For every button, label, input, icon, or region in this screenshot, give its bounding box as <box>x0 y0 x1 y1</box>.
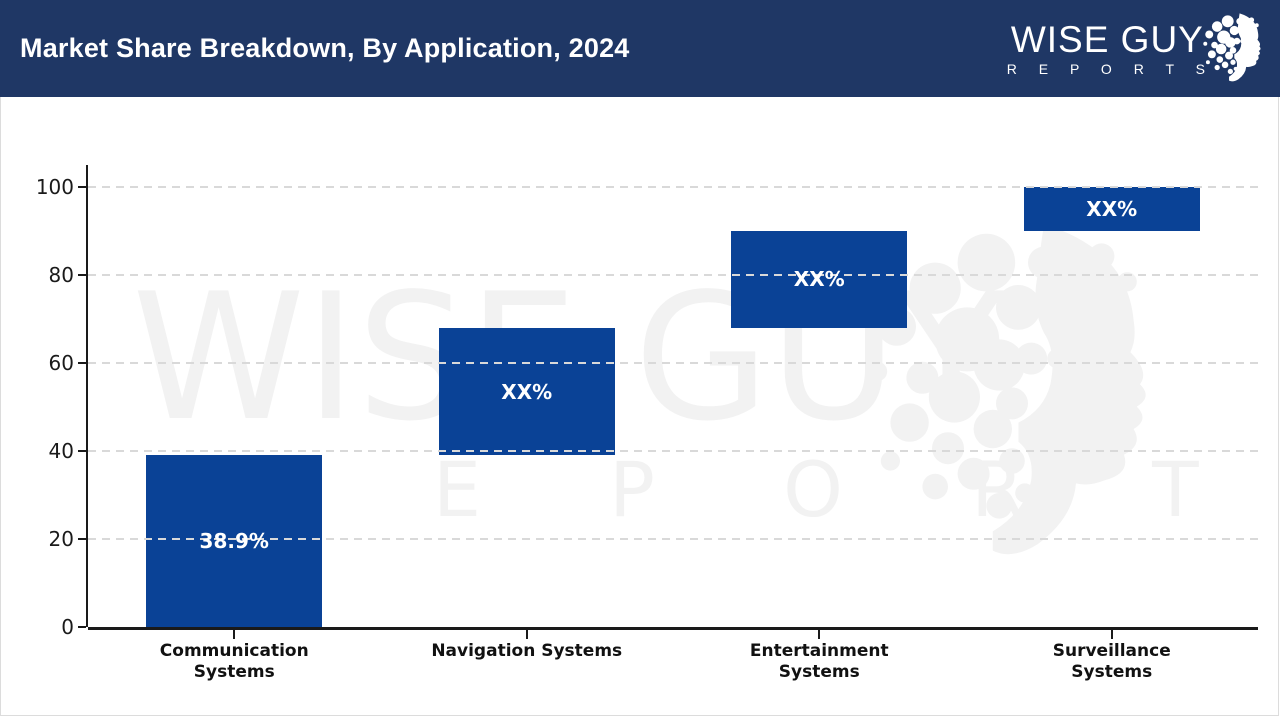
page-title: Market Share Breakdown, By Application, … <box>20 33 630 63</box>
y-tick-label-60: 60 <box>48 351 74 375</box>
bar-communication-systems <box>146 455 323 627</box>
brand-logo-text: WISE GUY R E P O R T S <box>1001 21 1214 77</box>
y-tick-label-40: 40 <box>48 439 74 463</box>
gridline-40 <box>88 450 1258 452</box>
x-tick-label-communication-systems: Communication Systems <box>159 641 309 682</box>
bar-value-label-communication-systems: 38.9% <box>199 529 269 554</box>
x-axis-line <box>88 627 1258 630</box>
brand-name: WISE GUY <box>1010 18 1204 60</box>
bar-value-label-surveillance-systems: XX% <box>1086 197 1138 221</box>
y-tick-20 <box>78 538 86 540</box>
x-tick-label-surveillance-systems: Surveillance Systems <box>1052 641 1171 682</box>
brand-subtitle: R E P O R T S <box>1006 60 1214 77</box>
gridline-80 <box>88 274 1258 276</box>
bar-value-label-navigation-systems: XX% <box>501 379 553 404</box>
y-tick-100 <box>78 186 86 188</box>
x-tick-label-navigation-systems: Navigation Systems <box>431 641 623 661</box>
x-tick-label-entertainment-systems: Entertainment Systems <box>749 641 889 682</box>
y-tick-label-0: 0 <box>61 615 74 639</box>
header-bar: Market Share Breakdown, By Application, … <box>0 0 1280 97</box>
brand-face-icon <box>1200 11 1266 87</box>
y-tick-label-100: 100 <box>35 175 74 199</box>
gridline-100 <box>88 186 1258 188</box>
labels-layer: 38.9% XX% XX% XX% 0 20 40 60 80 100 Communication … <box>0 97 1280 720</box>
y-tick-label-80: 80 <box>48 263 74 287</box>
y-tick-80 <box>78 274 86 276</box>
gridline-20 <box>88 538 1258 540</box>
y-tick-label-20: 20 <box>48 527 74 551</box>
bar-navigation-systems <box>438 327 615 456</box>
x-tick-communication-systems <box>233 630 236 639</box>
chart-area: WISE GUY R E P O R T S 38.9%XX%XX%XX%020… <box>0 97 1280 720</box>
y-tick-60 <box>78 362 86 364</box>
bar-value-label-entertainment-systems: XX% <box>793 267 845 292</box>
bar-entertainment-systems <box>731 231 908 328</box>
y-axis-line <box>86 165 88 627</box>
brand-logo: WISE GUY R E P O R T S <box>1001 11 1266 87</box>
bars-layer <box>0 97 1280 720</box>
x-tick-entertainment-systems <box>818 630 821 639</box>
bar-surveillance-systems <box>1023 187 1200 231</box>
y-tick-0 <box>78 626 86 628</box>
gridline-60 <box>88 362 1258 364</box>
x-tick-surveillance-systems <box>1110 630 1113 639</box>
gridlines-layer <box>0 97 1280 720</box>
axes-layer <box>0 97 1280 720</box>
y-tick-40 <box>78 450 86 452</box>
x-tick-navigation-systems <box>525 630 528 639</box>
